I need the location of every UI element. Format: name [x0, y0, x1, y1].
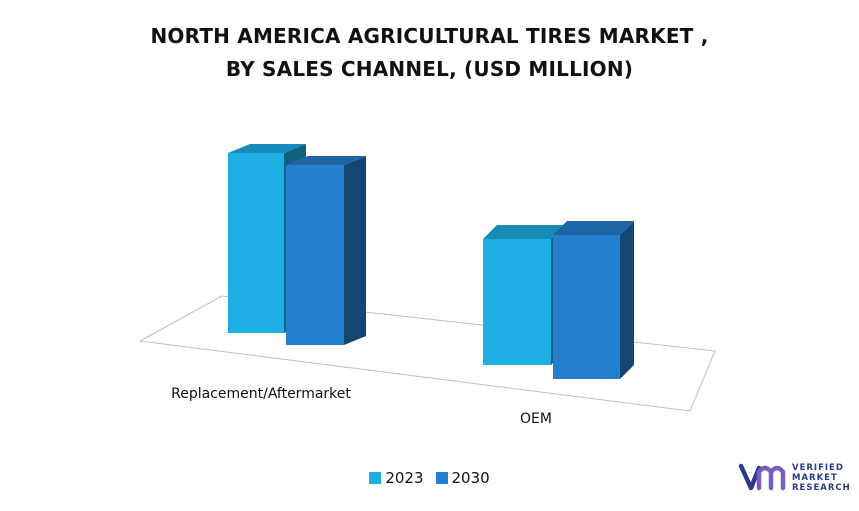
- legend-label-2023: 2023: [385, 469, 424, 487]
- bar-oem-2023: [483, 239, 551, 365]
- logo-text-line-1: VERIFIED: [792, 463, 844, 473]
- legend-label-2030: 2030: [451, 469, 490, 487]
- bar-replacement-aftermarket-2023-top: [228, 144, 306, 153]
- bar-oem-2023-top: [483, 225, 565, 239]
- chart-title-line-1: NORTH AMERICA AGRICULTURAL TIRES MARKET …: [150, 24, 709, 48]
- bar-replacement-aftermarket-2023: [228, 153, 284, 333]
- category-label-oem: OEM: [520, 411, 552, 427]
- legend-swatch-2023: [369, 472, 382, 484]
- bar-oem-2030: [553, 235, 620, 379]
- chart-title-line-2: BY SALES CHANNEL, (USD MILLION): [225, 57, 634, 81]
- vmr-logo-icon: [738, 463, 786, 491]
- bar-replacement-aftermarket-2030: [286, 165, 344, 345]
- bar-oem-2030-side: [620, 221, 634, 379]
- vmr-logo: VERIFIED MARKET RESEARCH: [738, 463, 851, 493]
- category-label-replacement-aftermarket: Replacement/Aftermarket: [171, 386, 351, 402]
- bar-replacement-aftermarket-2030-side: [344, 156, 366, 345]
- legend-item-2030: 2030: [435, 469, 490, 487]
- bar-group: [228, 144, 634, 379]
- legend-item-2023: 2023: [369, 469, 424, 487]
- chart-title: NORTH AMERICA AGRICULTURAL TIRES MARKET …: [0, 20, 859, 86]
- logo-text-line-2: MARKET: [792, 473, 838, 483]
- logo-text-line-3: RESEARCH: [792, 483, 851, 493]
- legend-swatch-2030: [435, 472, 448, 484]
- bar-oem-2030-top: [553, 221, 634, 235]
- bar-replacement-aftermarket-2030-top: [286, 156, 366, 165]
- legend: 2023 2030: [0, 469, 859, 487]
